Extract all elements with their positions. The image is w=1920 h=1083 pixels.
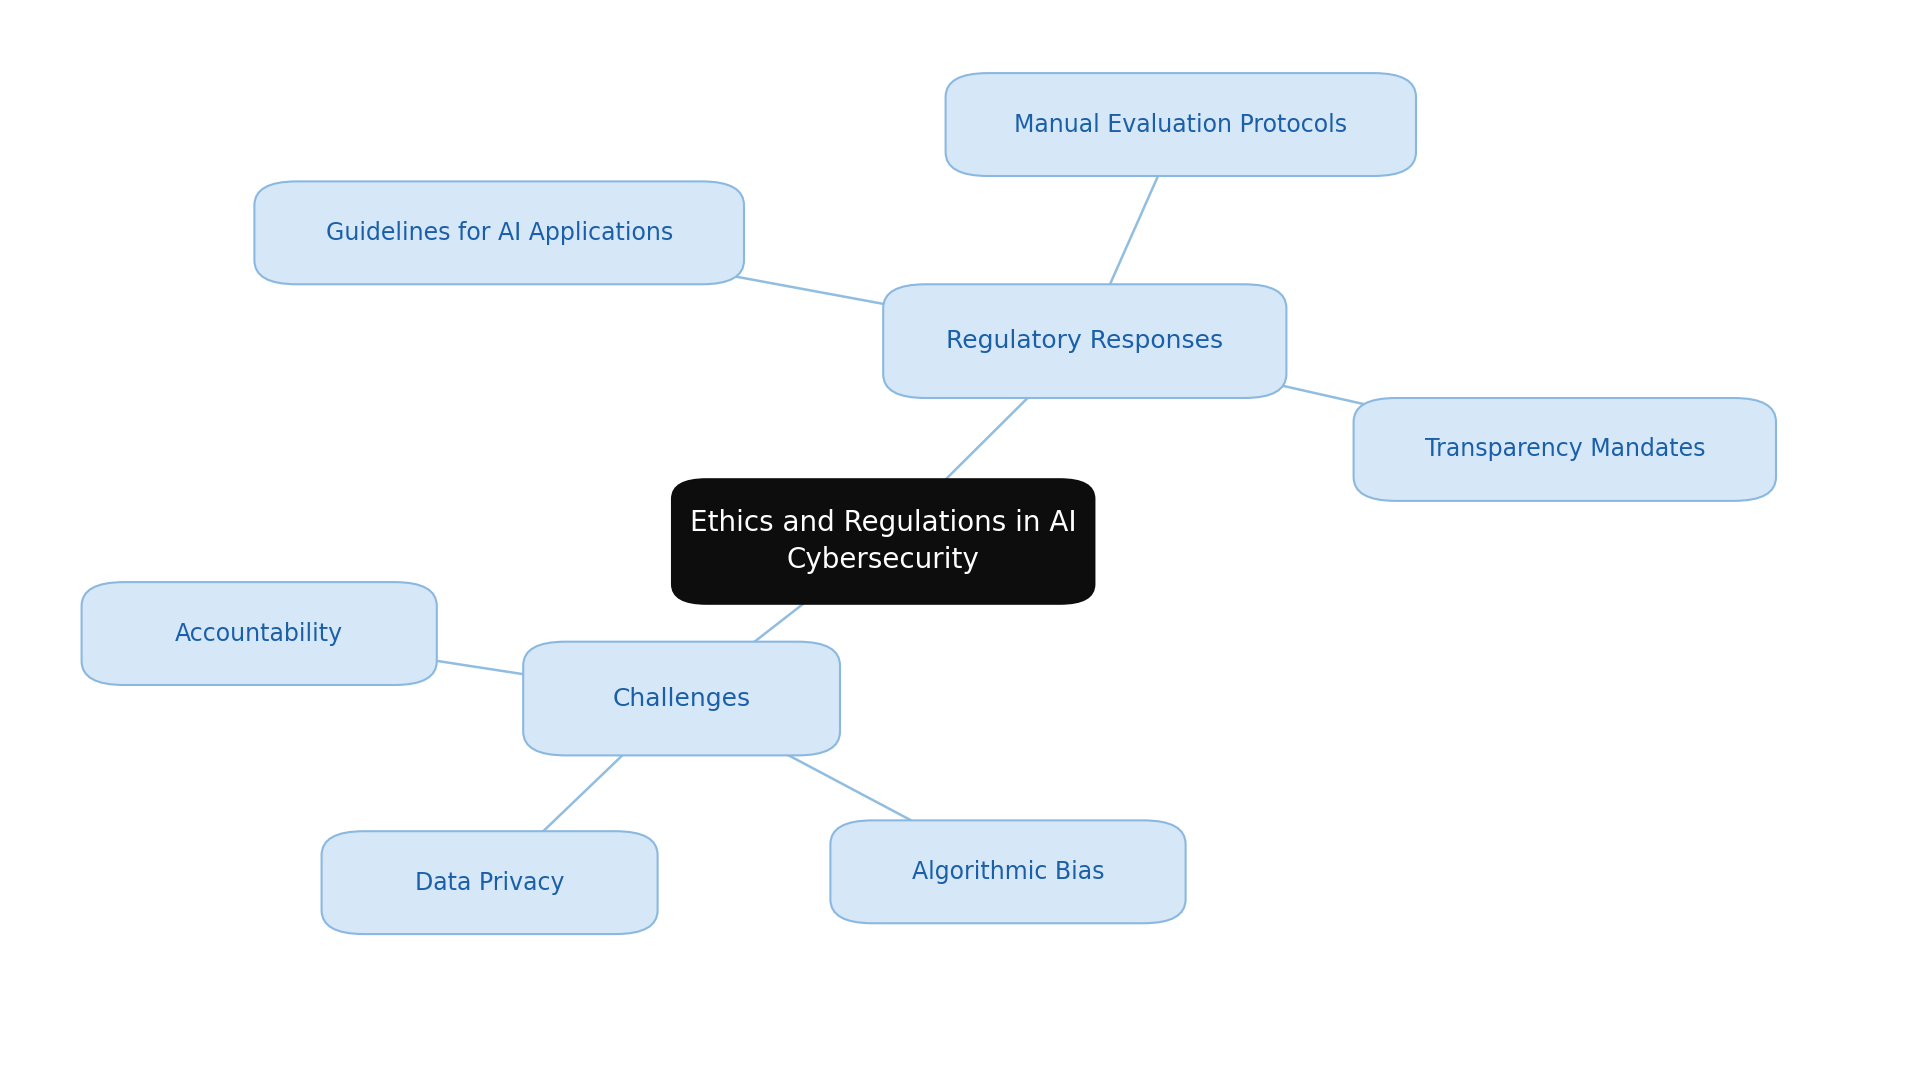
- Text: Transparency Mandates: Transparency Mandates: [1425, 438, 1705, 461]
- Text: Regulatory Responses: Regulatory Responses: [947, 329, 1223, 353]
- FancyBboxPatch shape: [323, 832, 657, 934]
- Text: Data Privacy: Data Privacy: [415, 871, 564, 895]
- FancyBboxPatch shape: [253, 182, 745, 284]
- Text: Accountability: Accountability: [175, 622, 344, 645]
- FancyBboxPatch shape: [945, 74, 1417, 175]
- FancyBboxPatch shape: [1354, 399, 1776, 500]
- FancyBboxPatch shape: [672, 479, 1094, 604]
- Text: Challenges: Challenges: [612, 687, 751, 710]
- Text: Manual Evaluation Protocols: Manual Evaluation Protocols: [1014, 113, 1348, 136]
- FancyBboxPatch shape: [829, 821, 1185, 923]
- Text: Algorithmic Bias: Algorithmic Bias: [912, 860, 1104, 884]
- Text: Guidelines for AI Applications: Guidelines for AI Applications: [326, 221, 672, 245]
- FancyBboxPatch shape: [883, 284, 1286, 397]
- FancyBboxPatch shape: [522, 641, 841, 756]
- FancyBboxPatch shape: [83, 583, 438, 686]
- Text: Ethics and Regulations in AI
Cybersecurity: Ethics and Regulations in AI Cybersecuri…: [689, 509, 1077, 574]
